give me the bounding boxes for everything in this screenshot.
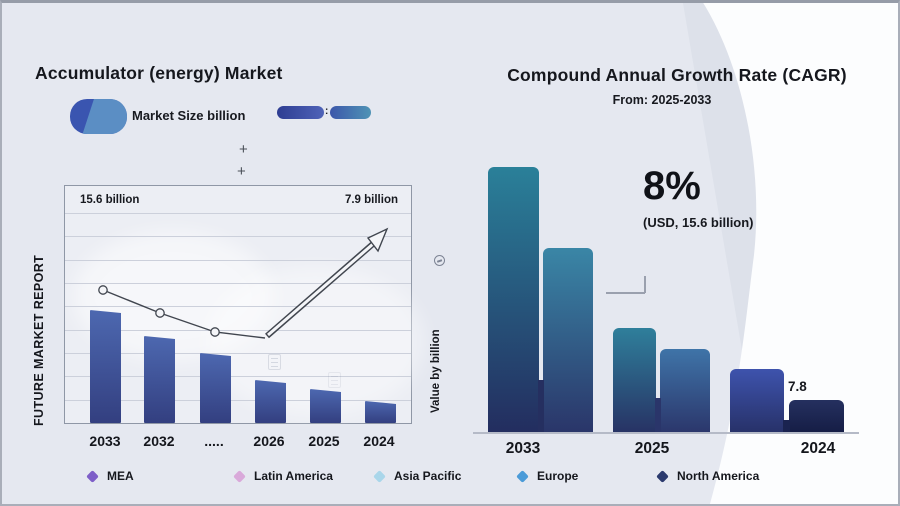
step-corner-icon (606, 292, 645, 294)
cagr-bar-2025-right (660, 349, 710, 433)
plus-mark-1: + (239, 141, 248, 158)
cagr-value: 8% (643, 164, 701, 208)
cagr-bar-2024-right (789, 400, 844, 433)
x-label-2033: 2033 (89, 433, 121, 449)
x-label-dots: ..... (204, 433, 224, 449)
right-chart-title: Compound Annual Growth Rate (CAGR) (507, 65, 847, 85)
x-label-2025: 2025 (308, 433, 340, 449)
cagr-subtitle: From: 2025-2033 (612, 93, 712, 107)
cagr-bar-2024-left (730, 369, 784, 433)
cagr-bar-2033-left (488, 167, 539, 433)
bar-2026 (255, 380, 286, 423)
minus-circle-icon (434, 255, 445, 266)
left-bar-chart: 15.6 billion 7.9 billion (64, 185, 425, 424)
cagr-x-label-2033: 2033 (505, 440, 541, 457)
document-icon (328, 372, 341, 388)
plus-mark-2: + (237, 163, 246, 180)
annotation-15-6-billion: 15.6 billion (80, 194, 140, 206)
future-market-report-watermark: FUTURE MARKET REPORT (32, 254, 46, 426)
x-label-2026: 2026 (253, 433, 285, 449)
x-label-2032: 2032 (143, 433, 175, 449)
cagr-bar-2033-right (543, 248, 593, 433)
left-chart-title: Accumulator (energy) Market (35, 63, 283, 83)
legend-label-europe: Europe (537, 469, 579, 483)
step-corner-icon (644, 276, 646, 293)
x-label-2024: 2024 (363, 433, 395, 449)
trend-line-and-arrow (98, 227, 389, 339)
legend-label-asia-pacific: Asia Pacific (394, 469, 462, 483)
cagr-note: (USD, 15.6 billion) (643, 215, 754, 230)
bar-2032 (144, 336, 175, 423)
bar-value-7-8: 7.8 (788, 379, 807, 394)
x-axis-line (473, 432, 859, 434)
annotation-7-9-billion: 7.9 billion (344, 194, 398, 206)
bar-2025 (310, 389, 341, 423)
bar-merge-2024 (783, 420, 790, 433)
legend-label-north-america: North America (677, 469, 760, 483)
legend-label-latin-america: Latin America (254, 469, 333, 483)
market-size-pill-icon (70, 99, 127, 134)
cagr-bar-2025-left (613, 328, 656, 433)
bar-dots (200, 353, 231, 423)
bar-2024 (365, 401, 396, 423)
market-size-label: Market Size billion (132, 108, 246, 123)
bar-merge-2025 (655, 398, 661, 433)
legend-label-mea: MEA (107, 469, 134, 483)
value-axis-label: Value by billion (430, 329, 442, 413)
ratio-pill-right-icon (330, 106, 371, 119)
bar-merge-2033 (538, 380, 544, 433)
document-icon (268, 354, 281, 370)
bar-2033 (90, 310, 121, 423)
ratio-pill-left-icon (277, 106, 324, 119)
cagr-x-label-2024: 2024 (800, 440, 836, 457)
cagr-x-label-2025: 2025 (634, 440, 670, 457)
ratio-separator: : (325, 106, 329, 117)
